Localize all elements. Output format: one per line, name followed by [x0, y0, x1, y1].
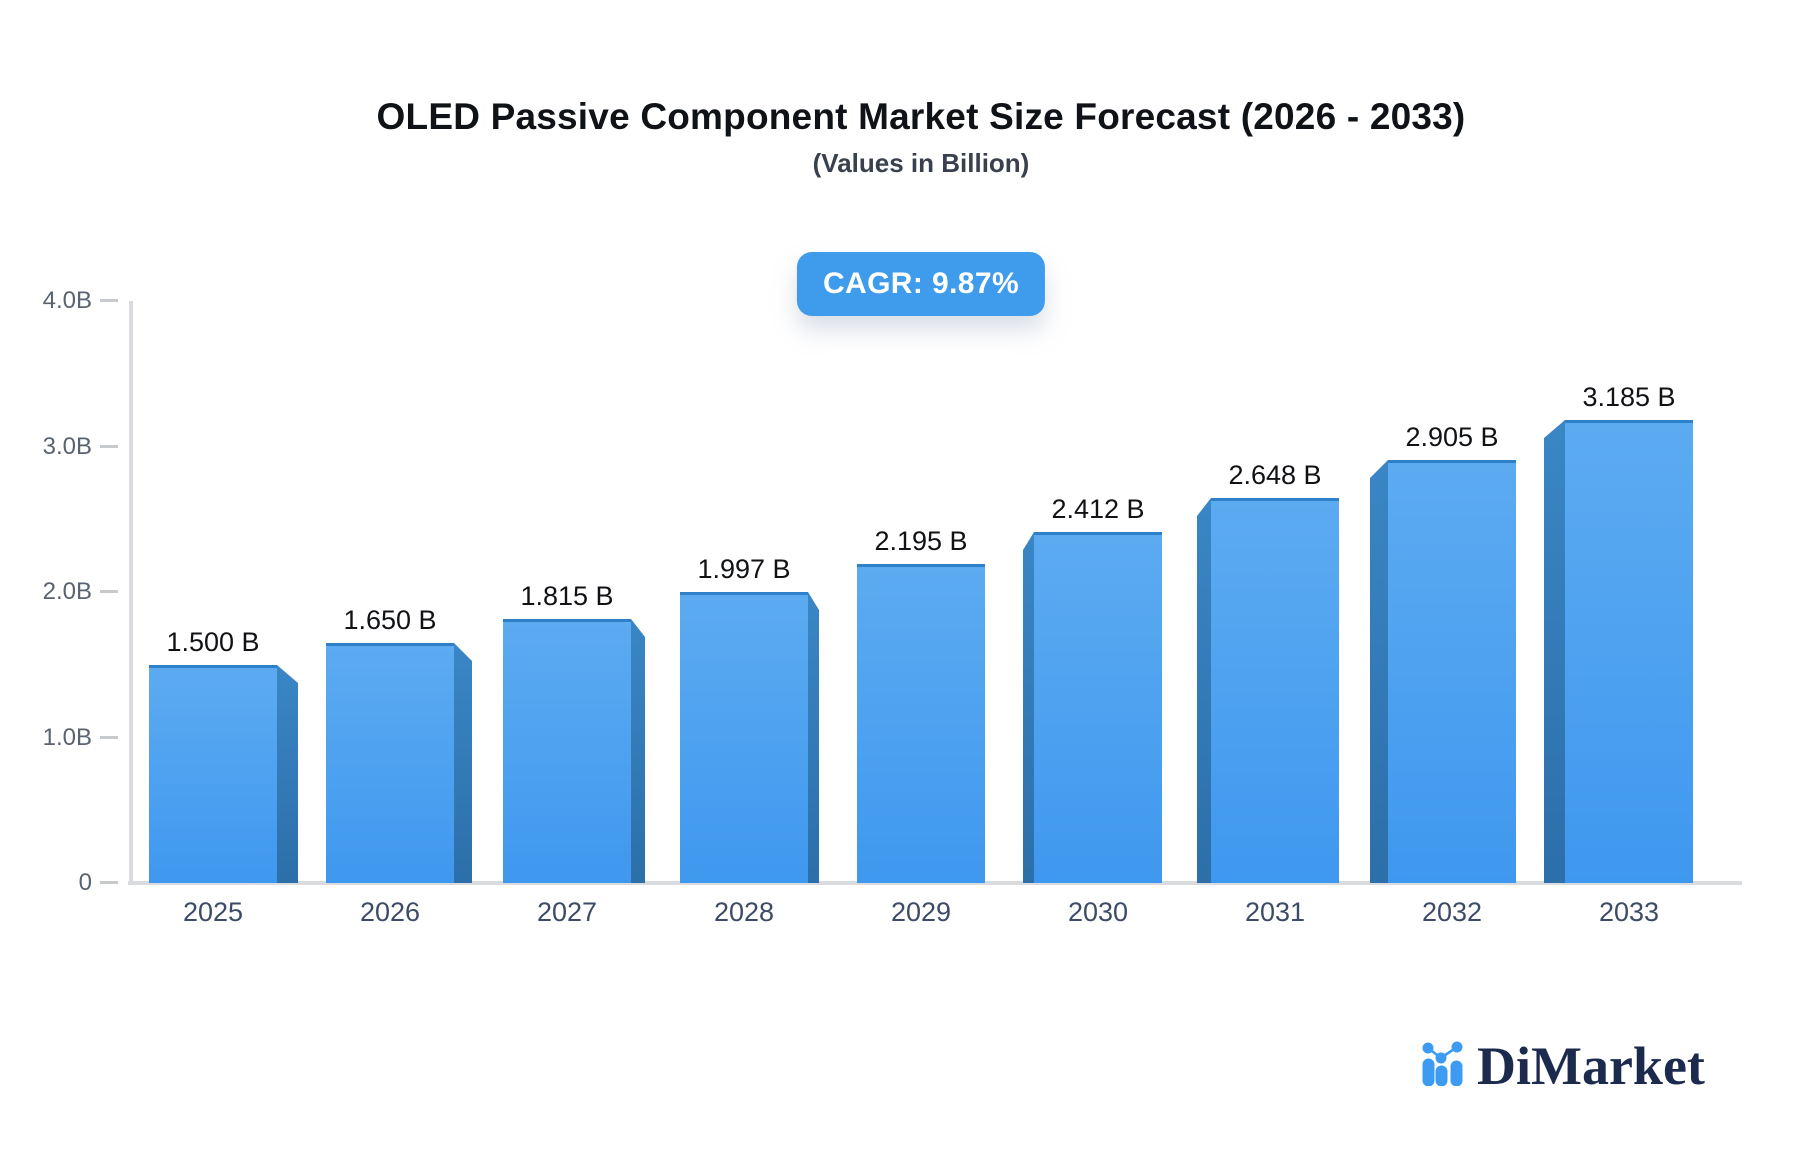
bar-face [503, 619, 631, 883]
bar-face [1565, 420, 1693, 883]
y-tick-label: 3.0B [42, 432, 92, 460]
bar-face [149, 665, 277, 883]
y-tick [100, 444, 118, 448]
y-tick [100, 881, 118, 884]
bar-side-face [277, 665, 298, 883]
bar-face [1034, 532, 1162, 883]
bar-value-label: 1.815 B [520, 581, 614, 611]
y-axis-line [129, 301, 133, 885]
x-tick-label: 2029 [890, 897, 952, 927]
bar-side-face [1544, 420, 1565, 883]
y-tick [100, 590, 118, 593]
page-subtitle: (Values in Billion) [812, 148, 1030, 178]
y-tick-label: 2.0B [42, 578, 92, 605]
x-tick-label: 2028 [713, 897, 775, 927]
bar-face [326, 643, 454, 883]
page-title: OLED Passive Component Market Size Forec… [376, 96, 1466, 137]
bar-side-face [1023, 532, 1034, 883]
bar-value-label: 2.648 B [1228, 460, 1322, 490]
bar-side-face [454, 643, 472, 883]
brand-logo: DiMarket [1420, 1036, 1705, 1097]
bar-face [857, 564, 985, 883]
bar-side-face [1370, 460, 1388, 883]
bar-value-label: 1.997 B [697, 554, 791, 584]
bar-value-label: 2.905 B [1405, 422, 1499, 452]
x-axis-line [128, 881, 1742, 885]
x-tick-label: 2030 [1067, 897, 1129, 927]
x-tick-label: 2025 [182, 897, 244, 927]
x-tick-label: 2026 [359, 897, 421, 927]
y-tick [100, 299, 118, 302]
bar-side-face [1197, 498, 1211, 883]
y-tick-label: 0 [78, 869, 92, 896]
cagr-badge: CAGR: 9.87% [796, 252, 1046, 316]
y-tick [100, 735, 118, 739]
bar-face [1388, 460, 1516, 883]
x-tick-label: 2033 [1598, 897, 1660, 927]
bar-value-label: 2.412 B [1051, 494, 1145, 524]
bar-side-face [808, 592, 819, 883]
x-tick-label: 2032 [1421, 897, 1483, 927]
y-tick-label: 1.0B [42, 723, 92, 751]
mini-bar-chart-icon [1420, 1040, 1464, 1091]
brand-logo-text: DiMarket [1477, 1036, 1705, 1097]
bar-side-face [631, 619, 645, 883]
y-tick-label: 4.0B [42, 287, 92, 314]
bar-value-label: 1.650 B [343, 605, 437, 635]
bar-face [680, 592, 808, 883]
bar-face [1211, 498, 1339, 883]
x-tick-label: 2027 [536, 897, 598, 927]
bar-value-label: 3.185 B [1582, 382, 1676, 412]
bar-value-label: 2.195 B [874, 526, 968, 556]
bar-value-label: 1.500 B [166, 627, 260, 657]
x-tick-label: 2031 [1244, 897, 1306, 927]
